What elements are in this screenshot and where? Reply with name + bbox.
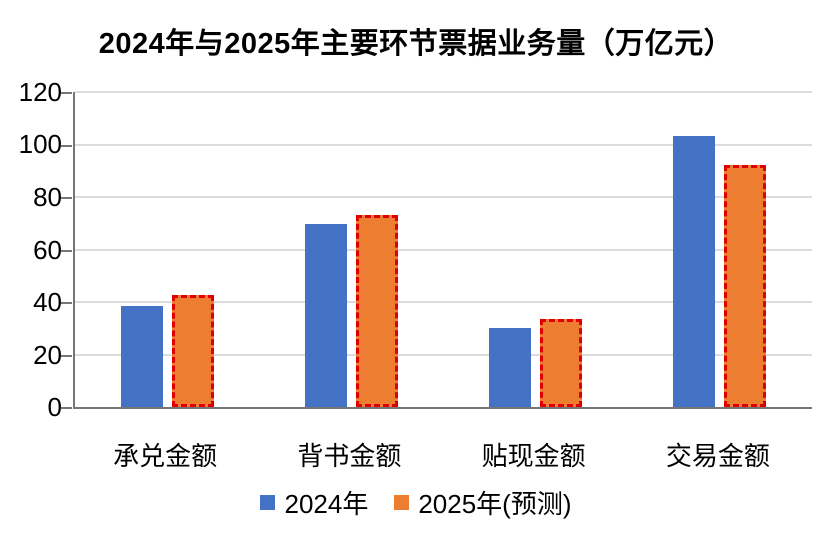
bar-groups xyxy=(75,92,812,407)
legend-item: 2025年(预测) xyxy=(394,484,572,521)
bar-group xyxy=(259,92,443,407)
gridline xyxy=(75,353,812,356)
gridline xyxy=(75,91,812,93)
gridline xyxy=(75,196,812,198)
x-tick-label: 交易金额 xyxy=(665,441,770,471)
bar-2025年(预测) xyxy=(355,215,398,407)
chart-title: 2024年与2025年主要环节票据业务量（万亿元） xyxy=(98,28,734,60)
legend-label: 2024年 xyxy=(284,488,369,519)
bar-2024年 xyxy=(120,306,163,407)
bar-2025年(预测) xyxy=(540,319,583,407)
y-tick-label: 20 xyxy=(33,340,62,370)
legend-label: 2025年(预测) xyxy=(418,488,572,519)
gridline xyxy=(75,143,812,146)
legend-item: 2024年 xyxy=(260,484,368,521)
x-tick-label: 承兑金额 xyxy=(113,441,218,471)
y-tick-label: 0 xyxy=(47,392,62,422)
y-tick-mark xyxy=(61,355,72,357)
bar-2024年 xyxy=(673,135,716,407)
y-tick-label: 40 xyxy=(33,287,62,317)
y-tick-mark xyxy=(61,197,72,199)
y-tick-mark xyxy=(61,407,72,409)
legend: 2024年 2025年(预测) xyxy=(0,484,832,521)
bar-2025年(预测) xyxy=(724,164,767,407)
plot-area xyxy=(73,91,812,409)
y-tick-label: 60 xyxy=(33,235,62,265)
y-tick-label: 80 xyxy=(33,182,62,212)
bar-2024年 xyxy=(489,327,532,407)
x-tick-label: 背书金额 xyxy=(297,441,402,471)
y-tick-mark xyxy=(61,302,72,304)
y-tick-label: 100 xyxy=(18,129,62,159)
y-tick-mark xyxy=(61,92,72,94)
legend-swatch-icon xyxy=(260,494,276,510)
bar-2024年 xyxy=(304,223,347,407)
gridline xyxy=(75,301,812,303)
y-tick-mark xyxy=(61,145,72,147)
y-tick-label: 120 xyxy=(18,77,62,107)
x-axis-labels: 承兑金额 背书金额 贴现金额 交易金额 xyxy=(73,436,810,473)
y-axis-labels: 0 20 40 60 80 100 120 xyxy=(0,77,62,422)
bar-group xyxy=(444,92,628,407)
legend-swatch-icon xyxy=(394,494,410,510)
gridline xyxy=(75,248,812,251)
bar-2025年(预测) xyxy=(171,295,214,407)
bar-group xyxy=(628,92,812,407)
x-tick-label: 贴现金额 xyxy=(481,441,586,471)
bar-group xyxy=(75,92,259,407)
y-tick-mark xyxy=(61,250,72,252)
